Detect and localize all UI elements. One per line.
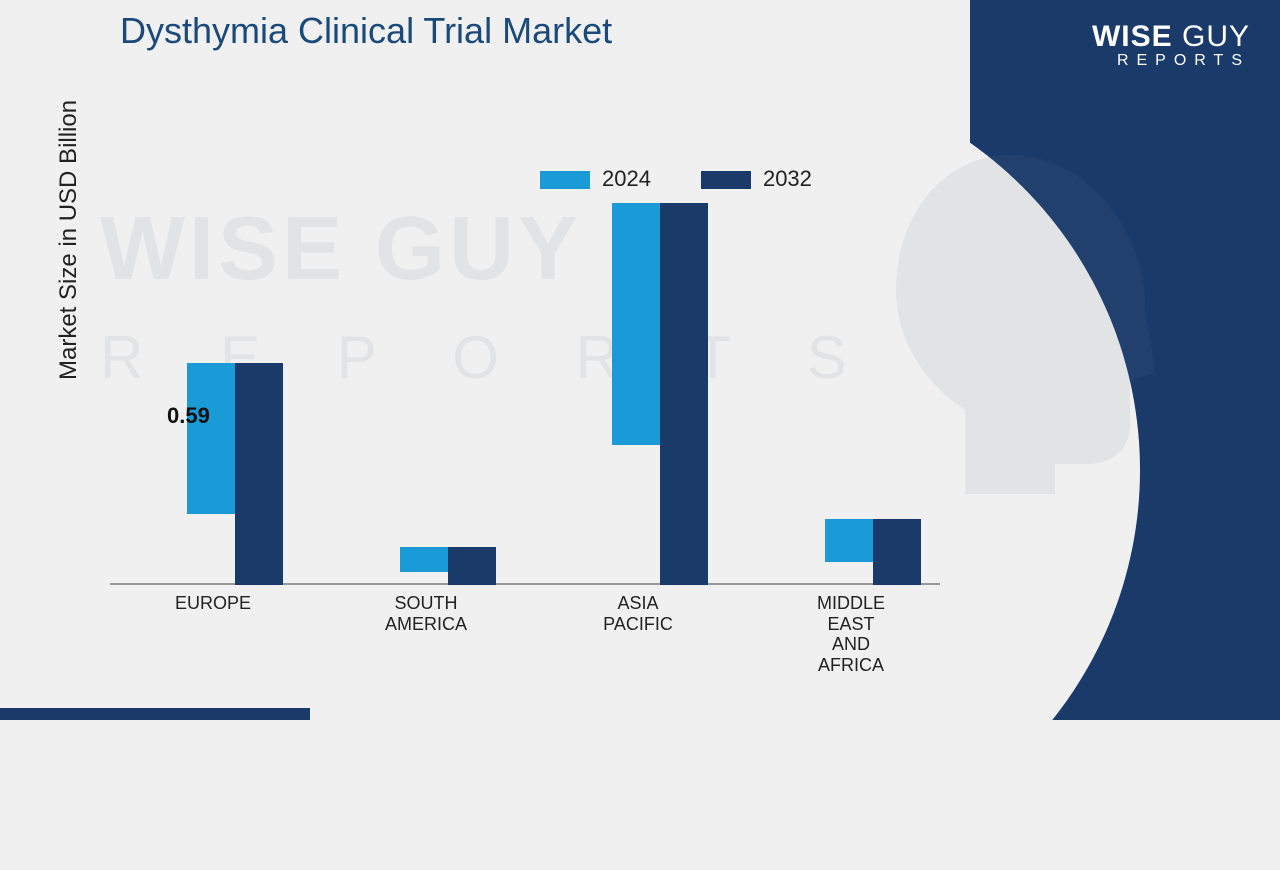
bar-2024 — [825, 519, 873, 562]
y-axis-label: Market Size in USD Billion — [55, 100, 83, 380]
x-axis-label: MIDDLE EAST AND AFRICA — [817, 593, 885, 676]
legend-swatch-2024 — [540, 171, 590, 189]
logo-word-1: WISE — [1092, 20, 1173, 53]
logo-subtitle: REPORTS — [1092, 52, 1250, 70]
brand-logo: WISE GUY REPORTS — [1092, 20, 1250, 70]
bar-group — [590, 203, 730, 585]
bar-value-annotation: 0.59 — [167, 403, 210, 429]
bar-2024 — [400, 547, 448, 572]
x-axis-label: ASIA PACIFIC — [603, 593, 673, 634]
bar-2032 — [660, 203, 708, 585]
legend: 2024 2032 — [540, 166, 812, 192]
x-axis-label: SOUTH AMERICA — [385, 593, 467, 634]
legend-label-2032: 2032 — [763, 166, 812, 191]
legend-item-2024: 2024 — [540, 166, 651, 192]
bar-2032 — [448, 547, 496, 585]
bar-2024 — [187, 363, 235, 513]
bar-2024 — [612, 203, 660, 445]
chart-title: Dysthymia Clinical Trial Market — [120, 10, 612, 52]
x-axis-label: EUROPE — [175, 593, 251, 614]
legend-swatch-2032 — [701, 171, 751, 189]
bar-2032 — [873, 519, 921, 585]
legend-label-2024: 2024 — [602, 166, 651, 191]
bar-group — [803, 519, 943, 585]
bottom-accent-bar — [0, 708, 310, 720]
bar-2032 — [235, 363, 283, 585]
bar-group — [378, 547, 518, 585]
bar-chart: EUROPESOUTH AMERICAASIA PACIFICMIDDLE EA… — [110, 190, 940, 585]
logo-word-2: GUY — [1182, 20, 1250, 53]
legend-item-2032: 2032 — [701, 166, 812, 192]
bar-group — [165, 363, 305, 585]
